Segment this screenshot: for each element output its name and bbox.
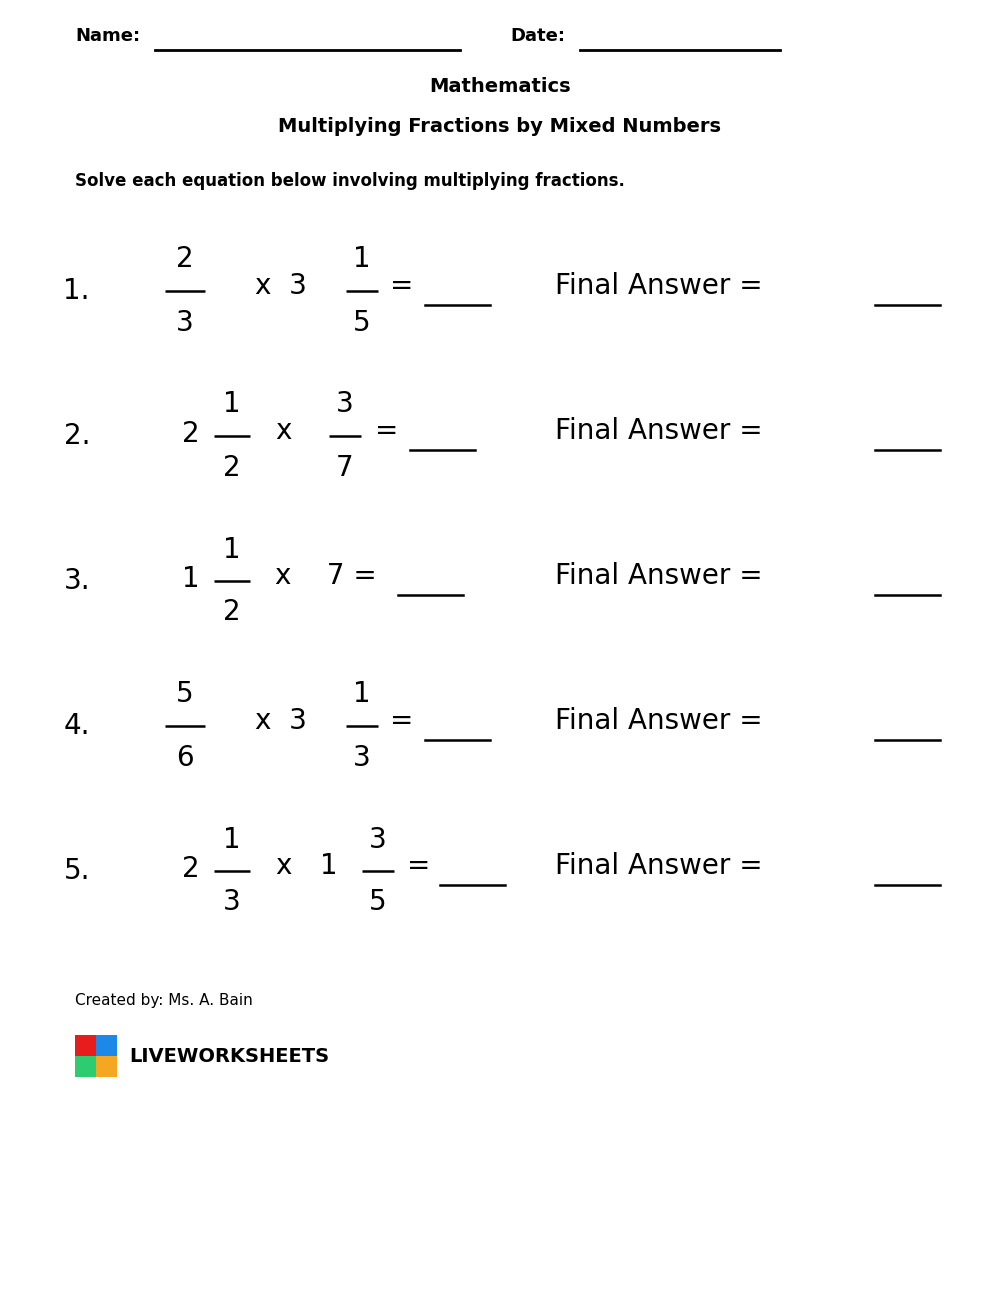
Text: 3.: 3. <box>63 567 90 595</box>
Text: 1: 1 <box>223 536 241 563</box>
Text: 2.: 2. <box>64 422 90 451</box>
Bar <box>96 1035 117 1056</box>
Bar <box>75 1035 96 1056</box>
Text: Final Answer =: Final Answer = <box>555 272 763 300</box>
Text: 2: 2 <box>176 245 194 274</box>
Bar <box>75 1056 96 1077</box>
Text: 1: 1 <box>223 390 241 418</box>
Text: 1: 1 <box>353 245 371 274</box>
Text: =: = <box>407 852 430 880</box>
Text: 3: 3 <box>369 825 387 853</box>
Text: 2: 2 <box>182 420 200 448</box>
Text: x  3: x 3 <box>255 272 307 300</box>
Text: Multiplying Fractions by Mixed Numbers: Multiplying Fractions by Mixed Numbers <box>278 116 722 136</box>
Text: =: = <box>375 417 398 445</box>
Text: 1: 1 <box>182 565 200 593</box>
Text: 3: 3 <box>223 888 241 917</box>
Text: =: = <box>390 707 413 735</box>
Text: x: x <box>275 852 291 880</box>
Text: Final Answer =: Final Answer = <box>555 417 763 445</box>
Text: 5: 5 <box>176 680 194 709</box>
Text: Created by: Ms. A. Bain: Created by: Ms. A. Bain <box>75 994 253 1008</box>
Text: =: = <box>390 272 413 300</box>
Text: LIVEWORKSHEETS: LIVEWORKSHEETS <box>129 1047 329 1065</box>
Text: x  3: x 3 <box>255 707 307 735</box>
Text: 2: 2 <box>223 453 241 482</box>
Text: 1: 1 <box>353 680 371 709</box>
Text: 1.: 1. <box>64 278 90 305</box>
Text: Final Answer =: Final Answer = <box>555 852 763 880</box>
Text: 5: 5 <box>353 309 371 337</box>
Text: 3: 3 <box>353 744 371 772</box>
Text: 2: 2 <box>223 599 241 626</box>
Text: 1: 1 <box>320 852 338 880</box>
Text: 4.: 4. <box>64 713 90 740</box>
Text: Date:: Date: <box>510 27 565 45</box>
Text: Solve each equation below involving multiplying fractions.: Solve each equation below involving mult… <box>75 172 625 190</box>
Text: 5.: 5. <box>64 857 90 886</box>
Text: 6: 6 <box>176 744 194 772</box>
Text: 5: 5 <box>369 888 387 917</box>
Bar <box>96 1056 117 1077</box>
Text: 7: 7 <box>336 453 354 482</box>
Text: Final Answer =: Final Answer = <box>555 562 763 590</box>
Text: Final Answer =: Final Answer = <box>555 707 763 735</box>
Text: Name:: Name: <box>75 27 140 45</box>
Text: 3: 3 <box>176 309 194 337</box>
Text: Mathematics: Mathematics <box>429 76 571 96</box>
Text: x: x <box>275 417 291 445</box>
Text: 2: 2 <box>182 855 200 883</box>
Text: 1: 1 <box>223 825 241 853</box>
Text: 3: 3 <box>336 390 354 418</box>
Text: x    7 =: x 7 = <box>275 562 377 590</box>
